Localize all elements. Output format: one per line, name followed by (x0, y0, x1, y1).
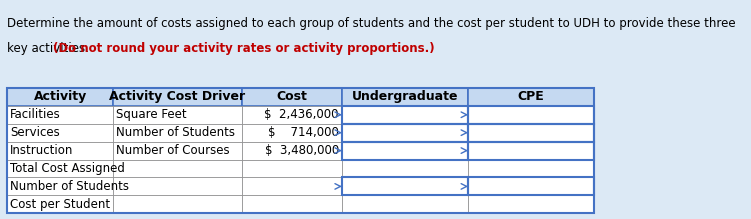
Text: key activities.: key activities. (8, 42, 93, 55)
Bar (8, 177, 113, 195)
Text: Cost per Student: Cost per Student (11, 198, 110, 211)
Text: Number of Students: Number of Students (116, 126, 235, 139)
Text: Determine the amount of costs assigned to each group of students and the cost pe: Determine the amount of costs assigned t… (8, 16, 736, 30)
Bar (342, 106, 468, 124)
Bar (8, 142, 113, 159)
Text: $    714,000: $ 714,000 (268, 126, 339, 139)
Bar (342, 142, 468, 159)
Text: Activity Cost Driver: Activity Cost Driver (110, 90, 246, 103)
Text: Activity: Activity (34, 90, 87, 103)
Bar (342, 177, 468, 195)
Bar (342, 195, 468, 213)
Bar (468, 177, 594, 195)
Bar (8, 124, 113, 142)
Bar (242, 159, 342, 177)
Bar (342, 142, 468, 159)
Bar (8, 159, 113, 177)
Text: Number of Courses: Number of Courses (116, 144, 230, 157)
Bar (342, 124, 468, 142)
Bar (113, 177, 242, 195)
Bar (468, 88, 594, 106)
Bar (8, 88, 594, 213)
Bar (113, 195, 242, 213)
Bar (342, 159, 468, 177)
Text: $  3,480,000: $ 3,480,000 (264, 144, 339, 157)
Bar (468, 124, 594, 142)
Bar (342, 106, 468, 124)
Text: Instruction: Instruction (11, 144, 74, 157)
Bar (468, 106, 594, 124)
Bar (242, 177, 342, 195)
Bar (468, 177, 594, 195)
Bar (242, 106, 342, 124)
Bar (8, 195, 113, 213)
Bar (468, 142, 594, 159)
Text: Facilities: Facilities (11, 108, 61, 121)
Bar (113, 142, 242, 159)
Bar (242, 88, 342, 106)
Bar (242, 124, 342, 142)
Bar (113, 106, 242, 124)
Bar (468, 106, 594, 124)
Bar (342, 124, 468, 142)
Bar (468, 124, 594, 142)
Bar (8, 88, 113, 106)
Text: Total Cost Assigned: Total Cost Assigned (11, 162, 125, 175)
Text: Number of Students: Number of Students (11, 180, 129, 193)
Bar (113, 88, 242, 106)
Text: Square Feet: Square Feet (116, 108, 186, 121)
Bar (242, 195, 342, 213)
Text: Services: Services (11, 126, 60, 139)
Text: $  2,436,000: $ 2,436,000 (264, 108, 339, 121)
Bar (113, 124, 242, 142)
Bar (8, 106, 113, 124)
Bar (113, 159, 242, 177)
Bar (342, 177, 468, 195)
Text: Undergraduate: Undergraduate (351, 90, 458, 103)
Bar (468, 195, 594, 213)
Bar (468, 142, 594, 159)
Bar (468, 159, 594, 177)
Text: Cost: Cost (276, 90, 307, 103)
Text: CPE: CPE (517, 90, 544, 103)
Bar (342, 88, 468, 106)
Text: (Do not round your activity rates or activity proportions.): (Do not round your activity rates or act… (53, 42, 434, 55)
Bar (242, 142, 342, 159)
